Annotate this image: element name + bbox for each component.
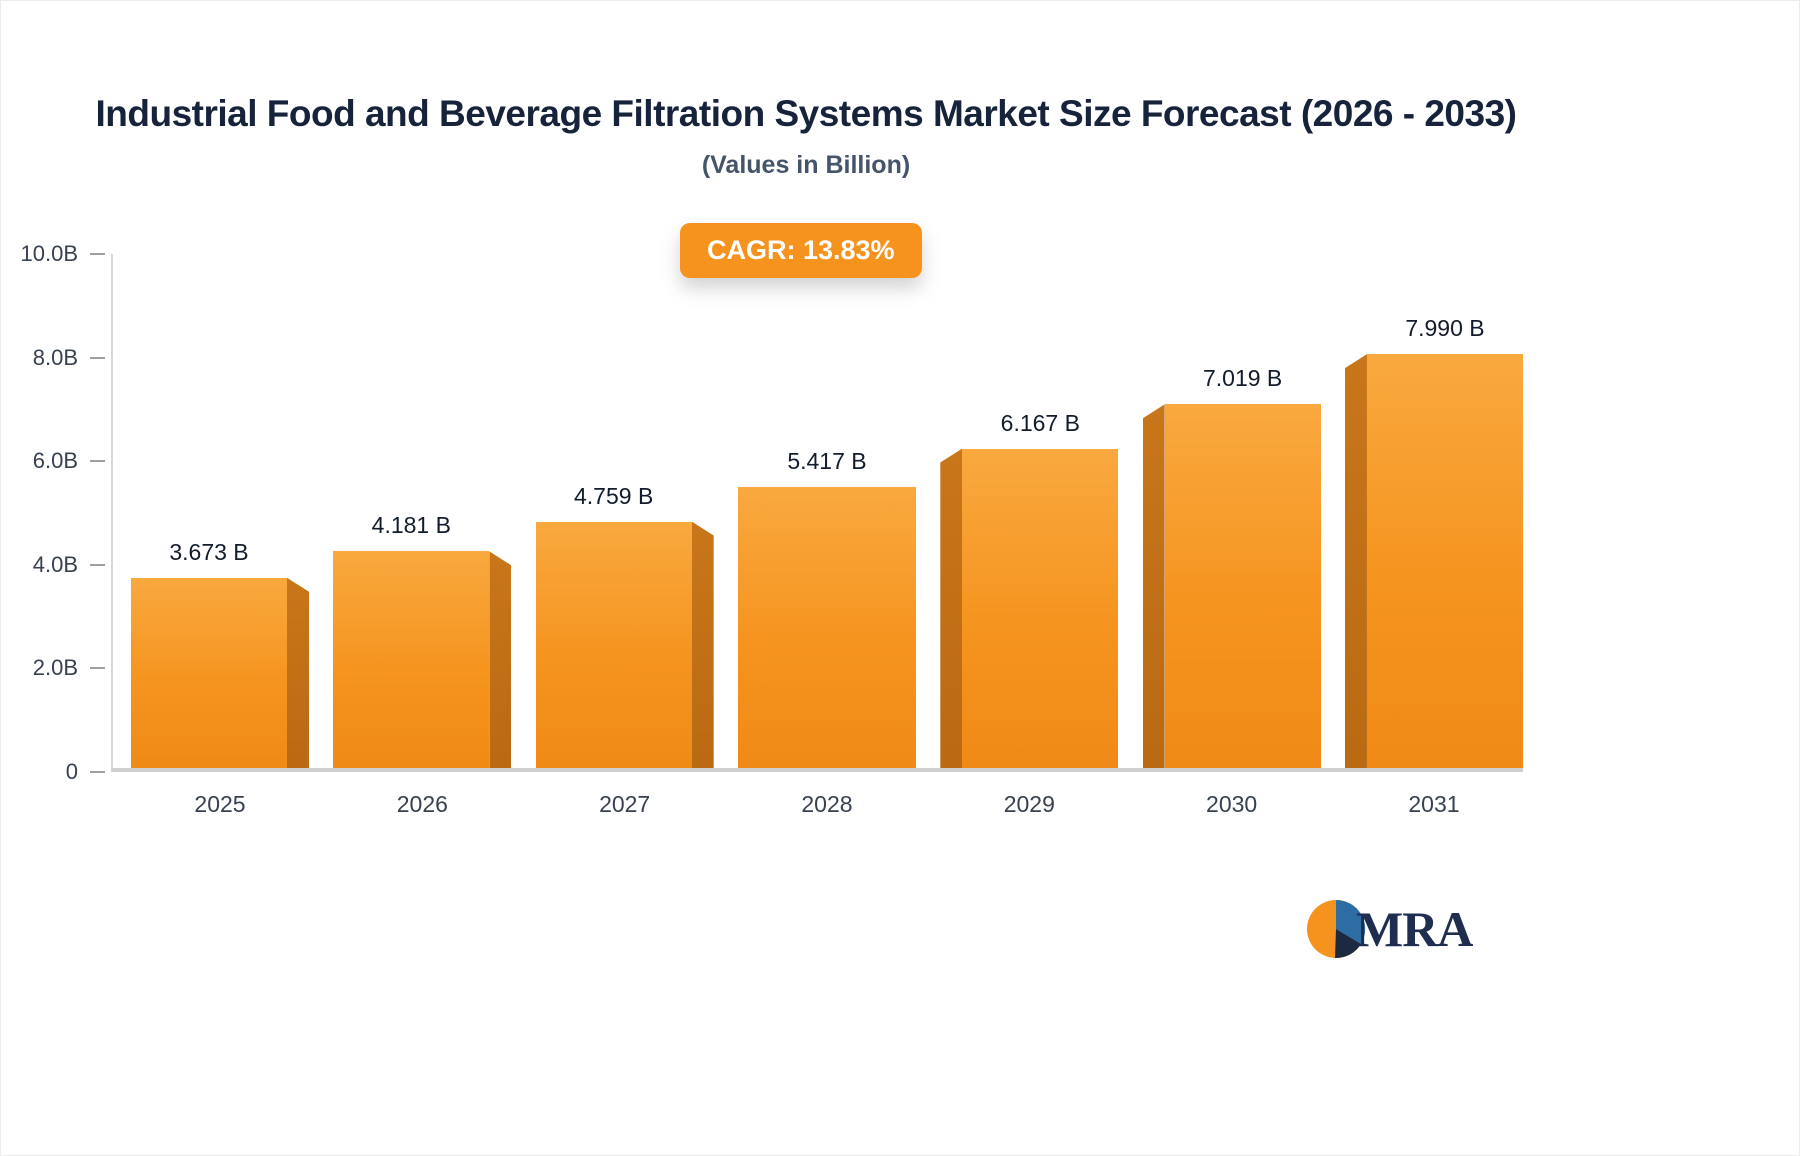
y-tick-label: 6.0B xyxy=(32,448,78,474)
bar xyxy=(1344,354,1523,768)
bar-face xyxy=(1164,404,1321,768)
y-tick: 0 xyxy=(66,759,105,785)
chart-subtitle: (Values in Billion) xyxy=(701,151,911,179)
cagr-badge: CAGR: 13.83% xyxy=(680,223,922,278)
bar-value-label: 6.167 B xyxy=(1000,409,1080,436)
y-tick-label: 0 xyxy=(65,759,78,784)
bar-value-label: 7.019 B xyxy=(1202,365,1283,392)
y-tick-mark xyxy=(90,253,105,255)
bar-face xyxy=(737,487,916,768)
bar-face xyxy=(1366,354,1523,768)
y-tick-mark xyxy=(90,771,105,773)
bar xyxy=(333,551,512,768)
y-axis: 10.0B 8.0B 6.0B 4.0B 2.0B 0 xyxy=(1,241,105,784)
y-tick: 10.0B xyxy=(20,241,105,267)
bar-group: 7.990 B 2031 xyxy=(1344,254,1523,817)
bar-value-label: 5.417 B xyxy=(787,448,867,475)
y-tick-label: 10.0B xyxy=(20,241,79,266)
bar-group: 5.417 B 2028 xyxy=(737,254,916,817)
bar-value-label: 4.181 B xyxy=(371,512,451,539)
x-axis-label: 2031 xyxy=(1408,791,1460,817)
x-axis-label: 2028 xyxy=(801,791,853,817)
bar-side xyxy=(940,448,963,768)
y-tick: 8.0B xyxy=(33,345,105,371)
x-axis-label: 2029 xyxy=(1003,791,1055,817)
y-tick-mark xyxy=(90,356,105,359)
bar-face xyxy=(131,577,287,768)
brand-logo: MRA xyxy=(1304,897,1473,961)
bar-value-label: 7.990 B xyxy=(1405,315,1485,342)
brand-logo-text: MRA xyxy=(1356,901,1473,957)
bar-value-label: 4.759 B xyxy=(574,482,654,509)
y-tick-mark xyxy=(90,667,105,670)
bar-value-label: 3.673 B xyxy=(169,538,249,565)
bar-side xyxy=(1142,404,1165,768)
y-tick-label: 2.0B xyxy=(32,655,78,681)
bar-side xyxy=(1344,354,1367,768)
bar xyxy=(940,448,1119,768)
x-axis-label: 2027 xyxy=(599,791,651,817)
chart-title: Industrial Food and Beverage Filtration … xyxy=(95,93,1518,134)
bars: 3.673 B 2025 4.181 B 2026 4.759 B 2027 5.417 B… xyxy=(131,254,1523,817)
bar-side xyxy=(287,577,309,768)
bar-group: 7.019 B 2030 xyxy=(1142,254,1321,817)
pie-circle-icon xyxy=(1307,899,1366,959)
bar-face xyxy=(962,448,1119,768)
y-tick-label: 8.0B xyxy=(32,344,78,370)
x-axis-label: 2025 xyxy=(194,791,246,817)
bar-group: 4.181 B 2026 xyxy=(333,254,512,817)
x-axis-label: 2030 xyxy=(1206,791,1258,817)
x-axis-label: 2026 xyxy=(396,791,448,817)
bar-face xyxy=(535,521,692,768)
bar-face xyxy=(333,551,490,768)
chart-header: Industrial Food and Beverage Filtration … xyxy=(1,93,1611,180)
y-tick: 2.0B xyxy=(33,655,105,681)
bar xyxy=(737,487,916,768)
y-tick: 4.0B xyxy=(33,552,105,578)
y-tick: 6.0B xyxy=(33,448,105,474)
y-tick-mark xyxy=(90,460,105,463)
bar-side xyxy=(489,551,512,768)
bar-side xyxy=(691,521,714,768)
bar-group: 3.673 B 2025 xyxy=(131,254,309,817)
y-tick-label: 4.0B xyxy=(32,551,78,577)
plot-area: 3.673 B 2025 4.181 B 2026 4.759 B 2027 5.417 B… xyxy=(111,254,1523,817)
bar xyxy=(1142,404,1321,768)
bar xyxy=(535,521,714,768)
y-tick-mark xyxy=(90,563,105,566)
bar-group: 6.167 B 2029 xyxy=(940,254,1119,817)
bar-group: 4.759 B 2027 xyxy=(535,254,714,817)
bar xyxy=(131,577,309,768)
